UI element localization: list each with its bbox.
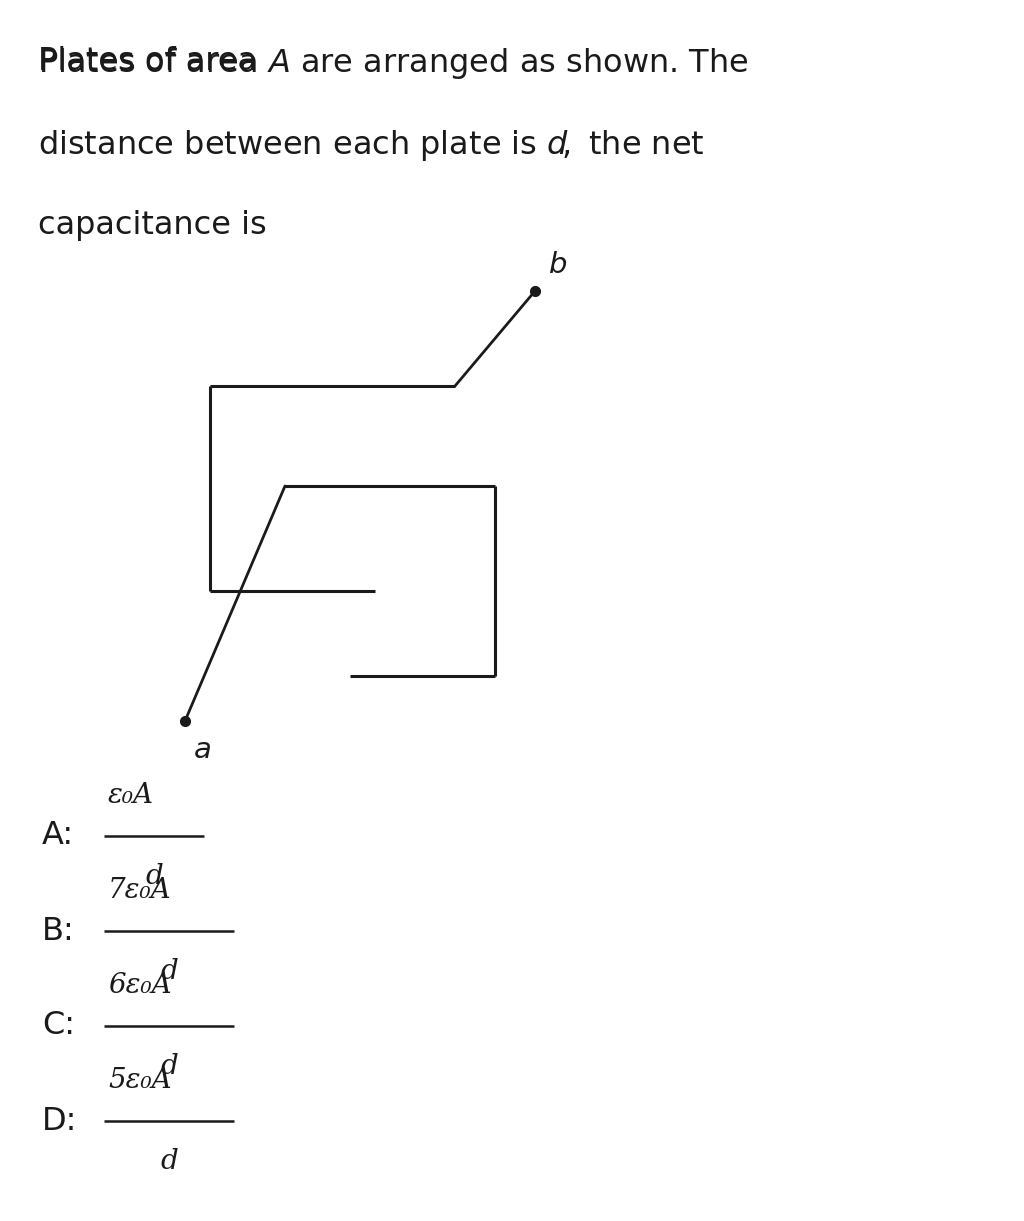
Text: d: d (160, 1053, 178, 1081)
Text: Plates of area $\mathit{A}$ are arranged as shown. The: Plates of area $\mathit{A}$ are arranged… (38, 46, 749, 81)
Text: 6ε₀A: 6ε₀A (108, 972, 172, 999)
Text: d: d (160, 958, 178, 985)
Text: d: d (145, 863, 163, 890)
Text: C:: C: (42, 1011, 75, 1042)
Text: Plates of area: Plates of area (38, 46, 267, 77)
Text: distance between each plate is $\mathit{d}\!,$ the net: distance between each plate is $\mathit{… (38, 128, 705, 162)
Text: A:: A: (42, 821, 74, 851)
Text: 7ε₀A: 7ε₀A (108, 877, 172, 904)
Text: $a$: $a$ (193, 736, 211, 764)
Text: $b$: $b$ (548, 252, 567, 280)
Text: D:: D: (42, 1105, 78, 1137)
Text: capacitance is: capacitance is (38, 210, 266, 241)
Text: B:: B: (42, 916, 75, 946)
Text: d: d (160, 1148, 178, 1175)
Text: ε₀A: ε₀A (108, 781, 154, 810)
Text: 5ε₀A: 5ε₀A (108, 1067, 172, 1094)
